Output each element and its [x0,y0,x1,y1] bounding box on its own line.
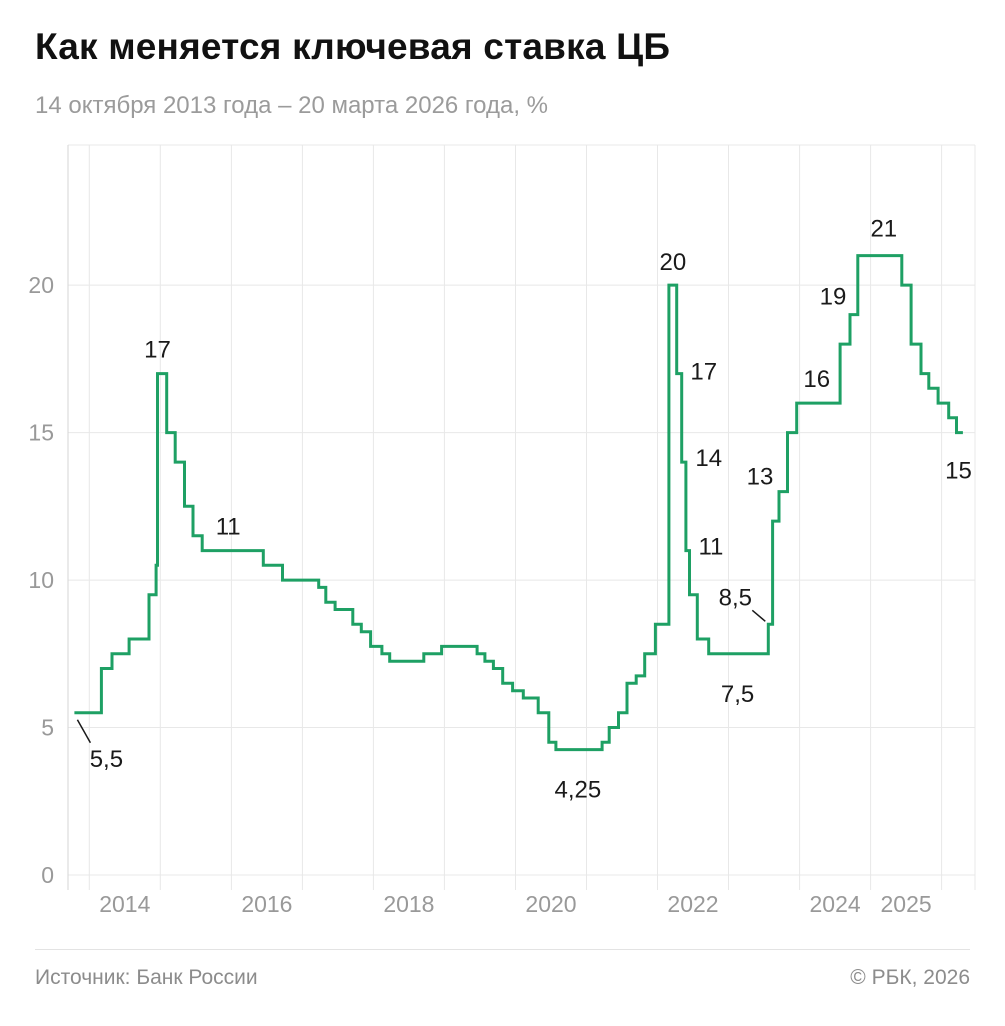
source-label: Источник: Банк России [35,966,258,989]
annotation-label: 15 [945,458,972,485]
annotation-label: 4,25 [555,777,602,804]
annotation-label: 7,5 [721,681,754,708]
x-axis-label: 2014 [99,891,150,917]
y-axis-label: 15 [28,420,54,446]
annotation-label: 8,5 [719,584,752,611]
x-axis-label: 2025 [881,891,932,917]
key-rate-line [74,254,963,752]
y-axis-label: 10 [28,567,54,593]
y-axis-label: 0 [41,862,54,888]
annotation-label: 20 [660,249,687,276]
x-axis-label: 2022 [667,891,718,917]
annotation-label: 14 [695,445,722,472]
annotation-label: 11 [216,514,241,541]
y-axis-label: 20 [28,272,54,298]
annotation-label: 5,5 [90,746,123,773]
x-axis-label: 2018 [383,891,434,917]
annotation-label: 16 [803,366,830,393]
annotation-label: 17 [144,337,171,364]
y-axis-label: 5 [41,715,54,741]
annotation-label: 19 [820,284,847,311]
x-axis-label: 2016 [241,891,292,917]
annotation-label: 11 [698,534,723,561]
page-subtitle: 14 октября 2013 года – 20 марта 2026 год… [35,92,548,119]
annotation-connector [76,719,92,744]
x-axis-label: 2020 [525,891,576,917]
x-axis-label: 2024 [810,891,861,917]
annotation-label: 17 [690,359,717,386]
page-title: Как меняется ключевая ставка ЦБ [35,26,671,67]
annotation-connector [751,609,766,622]
annotation-label: 21 [870,216,897,243]
footer-divider [35,949,970,950]
copyright-label: © РБК, 2026 [850,966,970,989]
annotation-label: 13 [747,464,774,491]
